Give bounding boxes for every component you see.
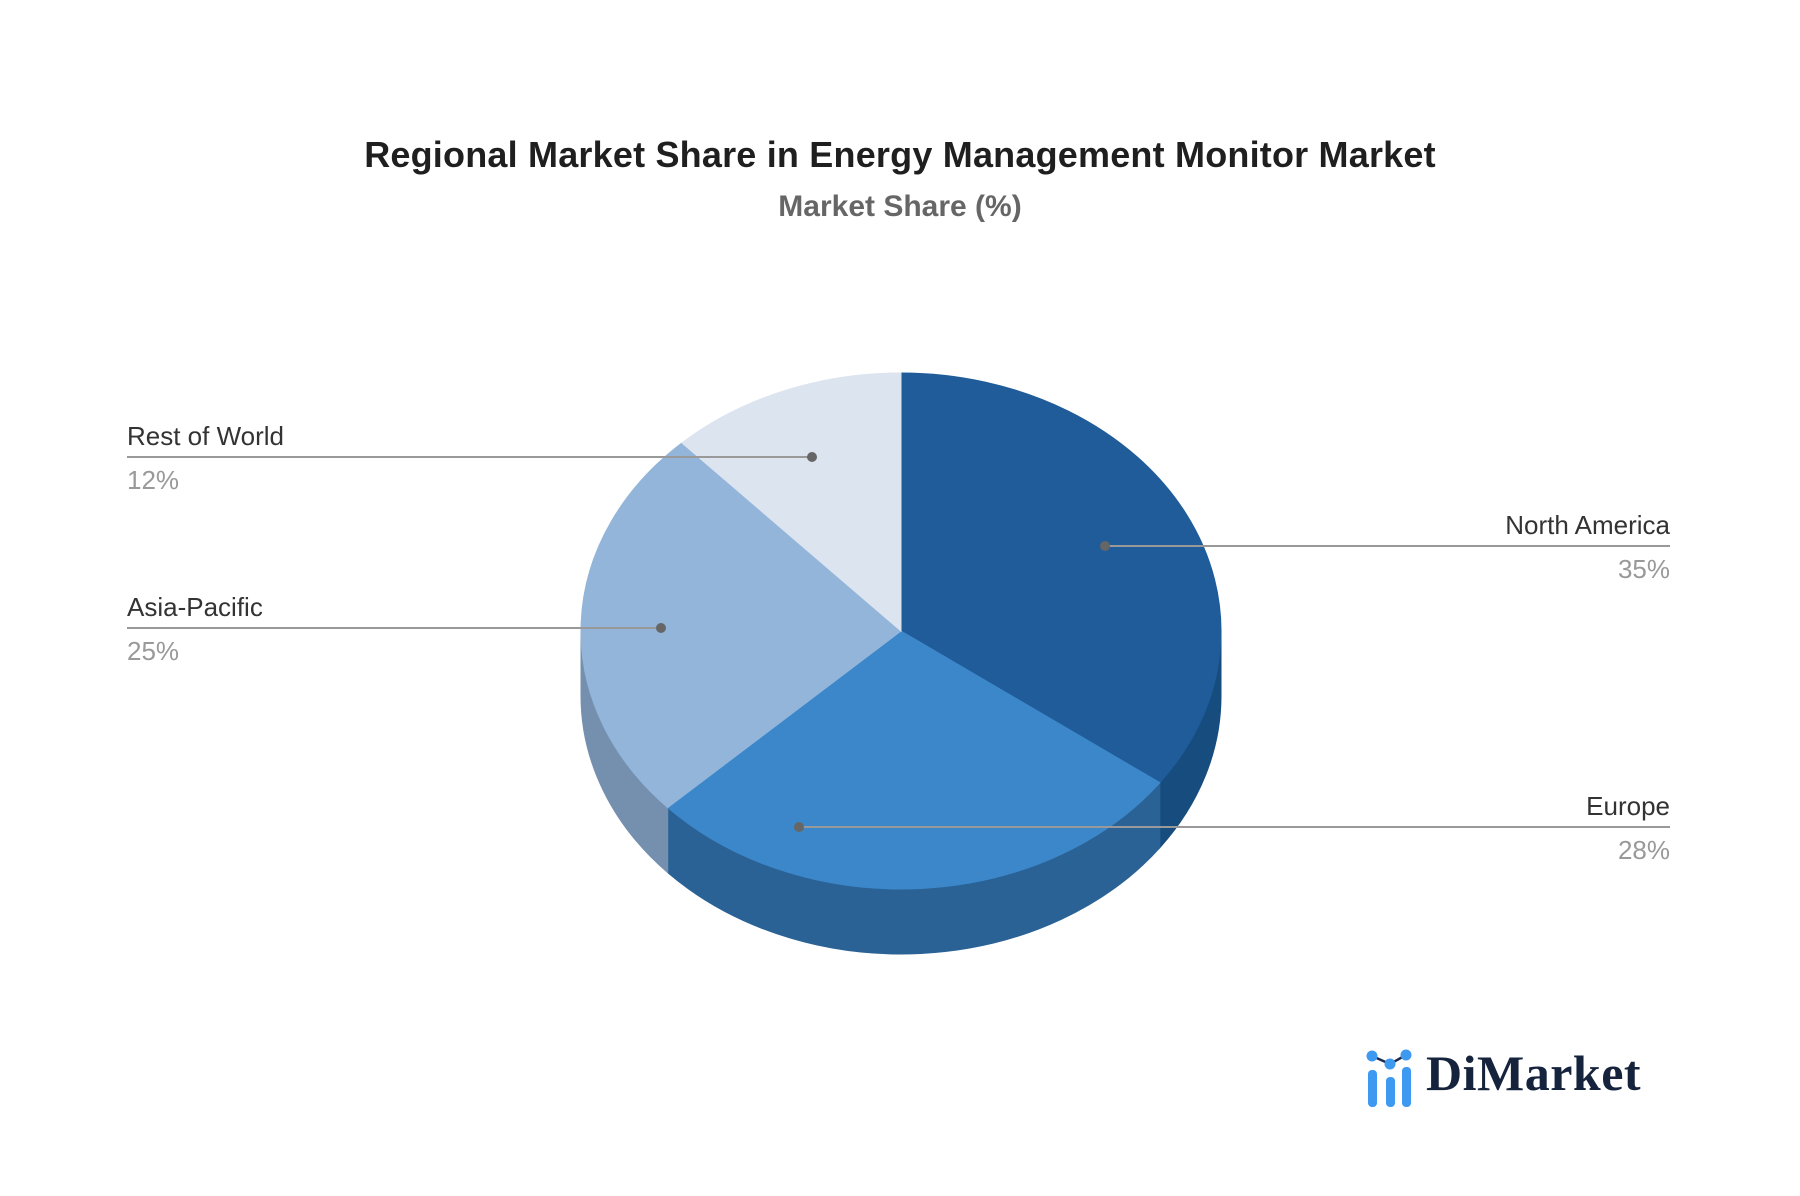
label-asia-pacific-name: Asia-Pacific bbox=[127, 592, 263, 622]
label-asia-pacific: Asia-Pacific 25% bbox=[127, 592, 263, 666]
label-rest-of-world-name: Rest of World bbox=[127, 421, 285, 451]
brand-logo: DiMarket bbox=[1364, 1040, 1641, 1110]
pie-slices bbox=[580, 372, 1222, 890]
label-north-america-pct: 35% bbox=[1617, 554, 1670, 584]
label-europe-pct: 28% bbox=[1617, 835, 1670, 865]
leader-dot-rest-of-world bbox=[807, 452, 817, 462]
leader-dot-europe bbox=[794, 822, 804, 832]
pie-slice-asia-pacific bbox=[580, 442, 902, 809]
label-europe-name: Europe bbox=[1586, 791, 1670, 821]
label-north-america: North America 35% bbox=[1505, 510, 1670, 584]
chart-subtitle: Market Share (%) bbox=[778, 190, 1022, 223]
leader-lines bbox=[127, 452, 1670, 832]
label-asia-pacific-pct: 25% bbox=[127, 636, 180, 666]
label-north-america-name: North America bbox=[1505, 510, 1670, 540]
pie-slice-north-america bbox=[900, 372, 1222, 784]
label-europe: Europe 28% bbox=[1586, 791, 1670, 865]
pie-slice-rest-of-world bbox=[681, 372, 902, 633]
label-rest-of-world-pct: 12% bbox=[127, 465, 180, 495]
leader-dot-north-america bbox=[1100, 541, 1110, 551]
label-rest-of-world: Rest of World 12% bbox=[127, 421, 284, 495]
brand-name: DiMarket bbox=[1426, 1045, 1642, 1101]
chart-title: Regional Market Share in Energy Manageme… bbox=[364, 134, 1436, 175]
bar-chart-with-trend-dots-icon bbox=[1366, 1049, 1412, 1107]
leader-dot-asia-pacific bbox=[656, 623, 666, 633]
